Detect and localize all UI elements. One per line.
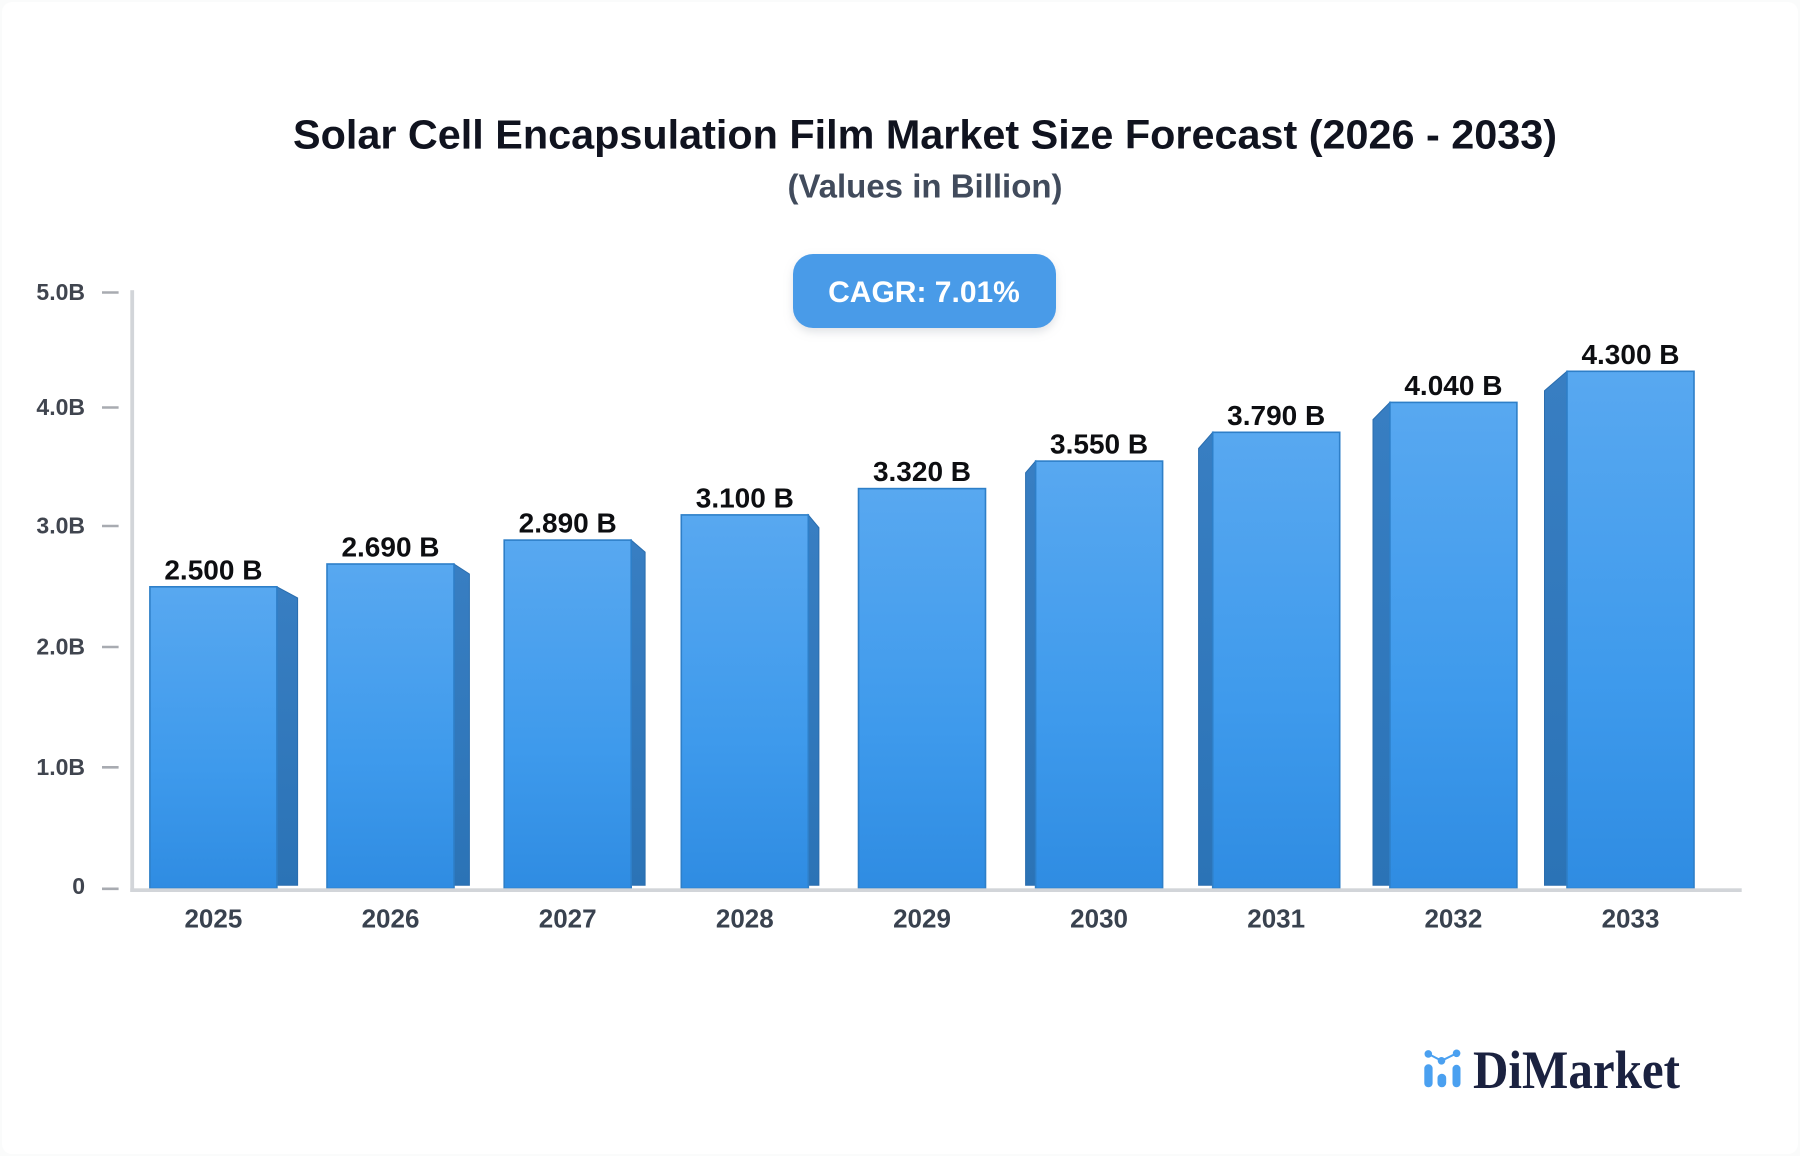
svg-text:1.0B: 1.0B <box>36 754 85 780</box>
svg-text:3.0B: 3.0B <box>36 513 85 539</box>
svg-text:2033: 2033 <box>1602 903 1660 933</box>
svg-text:4.040 B: 4.040 B <box>1404 370 1502 401</box>
svg-text:3.550 B: 3.550 B <box>1050 429 1148 460</box>
svg-text:0: 0 <box>72 873 85 899</box>
svg-text:2.890 B: 2.890 B <box>519 508 617 539</box>
svg-text:2.690 B: 2.690 B <box>341 532 439 563</box>
svg-text:CAGR: 7.01%: CAGR: 7.01% <box>828 276 1020 309</box>
svg-text:2025: 2025 <box>184 903 242 933</box>
svg-text:DiMarket: DiMarket <box>1473 1040 1680 1100</box>
svg-text:2032: 2032 <box>1424 903 1482 933</box>
svg-text:2029: 2029 <box>893 903 951 933</box>
svg-text:4.300 B: 4.300 B <box>1581 339 1679 370</box>
svg-text:3.100 B: 3.100 B <box>696 482 794 513</box>
svg-text:2026: 2026 <box>362 903 420 933</box>
svg-text:2030: 2030 <box>1070 903 1128 933</box>
svg-text:2031: 2031 <box>1247 903 1305 933</box>
svg-text:2027: 2027 <box>539 903 597 933</box>
svg-text:(Values in Billion): (Values in Billion) <box>787 168 1062 205</box>
svg-text:2.500 B: 2.500 B <box>164 554 262 585</box>
svg-text:5.0B: 5.0B <box>36 279 85 305</box>
svg-text:2028: 2028 <box>716 903 774 933</box>
svg-text:3.790 B: 3.790 B <box>1227 400 1325 431</box>
svg-text:3.320 B: 3.320 B <box>873 456 971 487</box>
svg-text:Solar Cell Encapsulation Film: Solar Cell Encapsulation Film Market Siz… <box>293 112 1557 158</box>
svg-text:2.0B: 2.0B <box>36 634 85 660</box>
svg-text:4.0B: 4.0B <box>36 394 85 420</box>
